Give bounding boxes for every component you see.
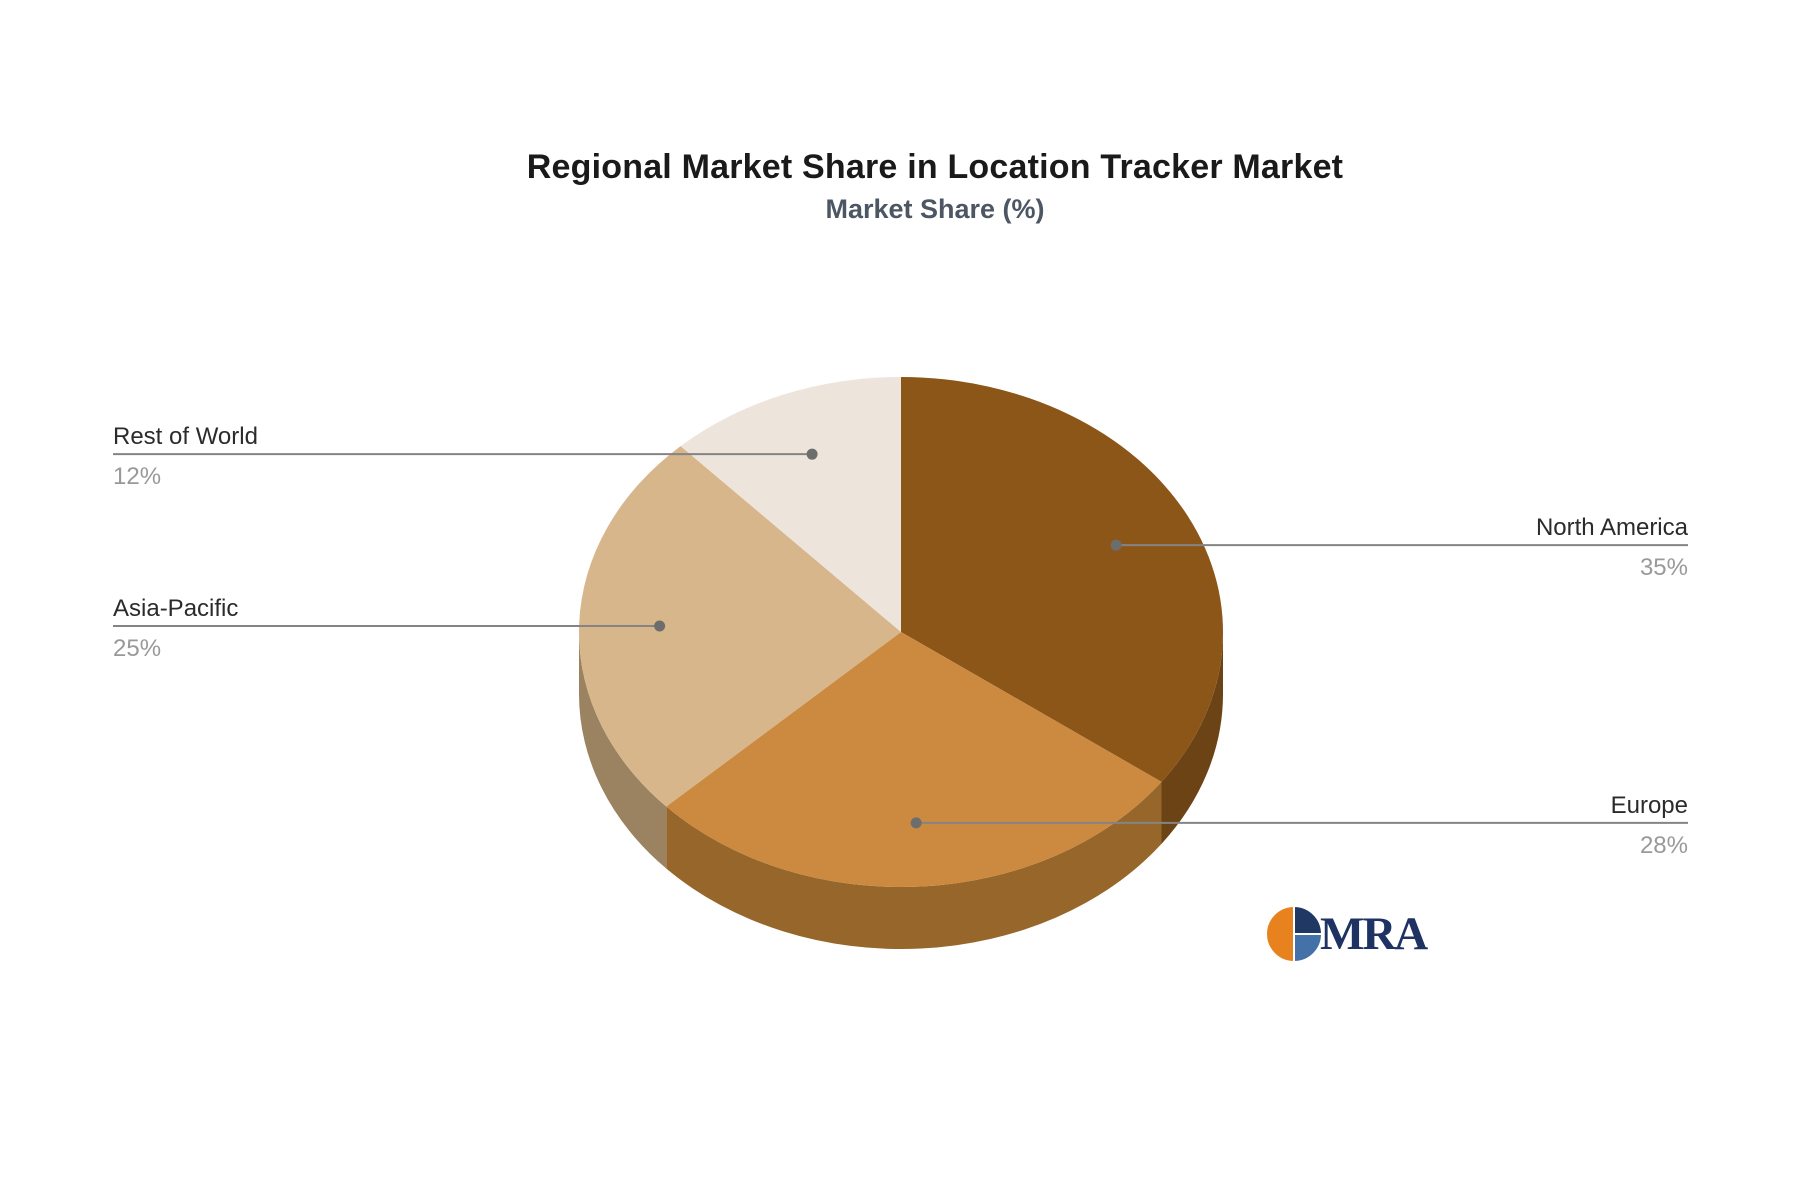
pie-slice-side-north-america <box>1161 632 1223 844</box>
slice-pct-europe: 28% <box>1640 832 1688 859</box>
leader-dot-asia-pacific <box>654 620 666 632</box>
pie-slice-north-america[interactable] <box>901 377 1224 782</box>
slice-pct-north-america: 35% <box>1640 554 1688 581</box>
slice-label-rest-of-world: Rest of World <box>113 423 258 450</box>
chart-title: Regional Market Share in Location Tracke… <box>526 148 1344 186</box>
brand-logo-svg: MRA <box>1265 904 1430 964</box>
slice-label-north-america: North America <box>1536 514 1689 541</box>
brand-logo-pie-icon <box>1265 904 1324 964</box>
chart-subtitle: Market Share (%) <box>825 194 1045 224</box>
leader-dot-rest-of-world <box>806 448 818 460</box>
pie-slice-asia-pacific[interactable] <box>578 446 901 807</box>
leader-dot-north-america <box>1110 539 1122 551</box>
pie-leader-lines <box>113 448 1688 829</box>
brand-logo-text: MRA <box>1320 908 1428 960</box>
pie-slice-side-asia-pacific <box>579 632 667 869</box>
slice-pct-rest-of-world: 12% <box>113 463 161 490</box>
slice-pct-asia-pacific: 25% <box>113 635 161 662</box>
brand-logo: MRA <box>1256 896 1446 972</box>
pie-3d-sides <box>579 632 1223 950</box>
leader-dot-europe <box>910 817 922 829</box>
pie-slice-side-europe <box>666 781 1162 950</box>
slice-label-europe: Europe <box>1611 792 1688 819</box>
pie-labels: North America 35% Europe 28% Asia-Pacific 25%… <box>113 423 1689 859</box>
slice-label-asia-pacific: Asia-Pacific <box>113 595 238 622</box>
pie-slice-rest-of-world[interactable] <box>680 377 901 632</box>
